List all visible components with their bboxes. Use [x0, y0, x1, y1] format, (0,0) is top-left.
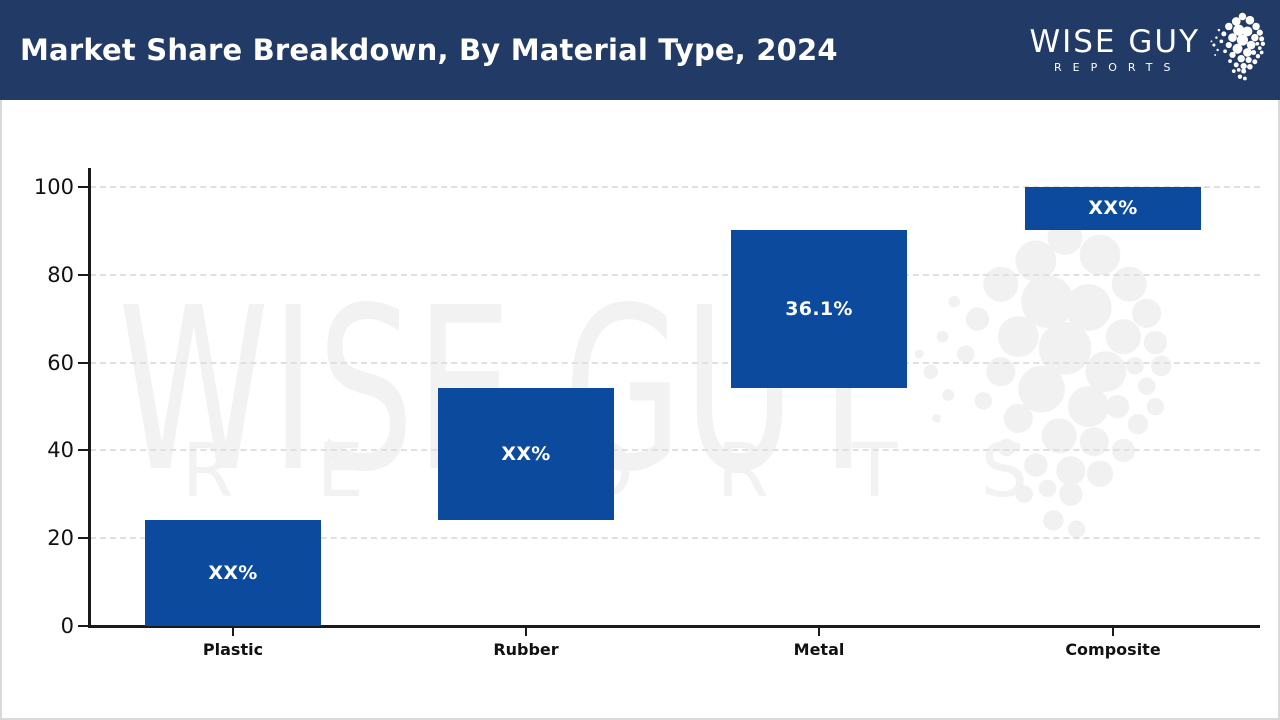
- bar-composite: XX%: [1025, 187, 1201, 230]
- bar-label-rubber: XX%: [501, 442, 551, 465]
- logo-subtitle: REPORTS: [1054, 60, 1182, 74]
- y-tick-label-80: 80: [47, 262, 74, 287]
- y-tick-100: [78, 186, 88, 188]
- gridline-100: [90, 186, 1260, 188]
- gridline-80: [90, 273, 1260, 276]
- y-tick-40: [78, 449, 88, 452]
- bar-label-plastic: XX%: [208, 562, 258, 585]
- x-tick-metal: [818, 628, 820, 636]
- x-tick-label-composite: Composite: [1065, 640, 1161, 659]
- x-tick-label-metal: Metal: [793, 640, 845, 659]
- x-tick-composite: [1112, 628, 1114, 636]
- bar-metal: 36.1%: [731, 229, 907, 389]
- bar-label-composite: XX%: [1088, 197, 1138, 220]
- gridline-20: [90, 537, 1260, 540]
- x-tick-label-rubber: Rubber: [493, 640, 559, 659]
- y-tick-label-40: 40: [47, 438, 74, 463]
- page-title: Market Share Breakdown, By Material Type…: [20, 33, 838, 67]
- x-tick-rubber: [525, 628, 527, 636]
- bar-rubber: XX%: [438, 387, 614, 521]
- watermark-head-icon: [914, 220, 1172, 538]
- y-tick-label-100: 100: [33, 175, 74, 199]
- y-tick-label-0: 0: [60, 614, 74, 638]
- header-banner: Market Share Breakdown, By Material Type…: [0, 0, 1280, 100]
- bar-plastic: XX%: [145, 520, 321, 626]
- bar-label-metal: 36.1%: [785, 297, 853, 320]
- chart-area: WISE GUY R E P O R T S 0 20 40 60 80 100 XX% Pl…: [0, 100, 1280, 720]
- gridline-60: [90, 361, 1260, 364]
- y-tick-0: [78, 625, 88, 627]
- y-tick-60: [78, 361, 88, 364]
- x-tick-plastic: [232, 628, 234, 636]
- logo-wordmark: WISE GUY: [1029, 24, 1200, 61]
- logo-text: WISE GUY REPORTS: [1029, 26, 1200, 74]
- watermark-subtitle: R E P O R T S: [182, 428, 1058, 514]
- y-tick-label-60: 60: [47, 350, 74, 375]
- x-axis-spine: [88, 625, 1260, 628]
- y-tick-label-20: 20: [47, 526, 74, 551]
- dotted-head-icon: [1210, 12, 1266, 81]
- y-tick-80: [78, 273, 88, 276]
- x-tick-label-plastic: Plastic: [202, 640, 264, 659]
- y-axis-spine: [88, 168, 91, 628]
- gridline-40: [90, 449, 1260, 452]
- y-tick-20: [78, 537, 88, 540]
- wise-guy-reports-logo: WISE GUY REPORTS: [1029, 11, 1266, 89]
